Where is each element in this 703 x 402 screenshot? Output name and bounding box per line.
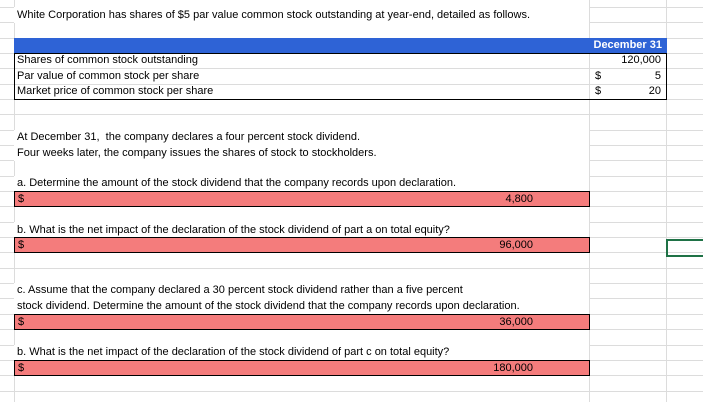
narrative-line-2: Four weeks later, the company issues the… bbox=[17, 147, 377, 159]
question-c-prompt-line-1: c. Assume that the company declared a 30… bbox=[17, 284, 463, 296]
fact-value: 20 bbox=[648, 85, 661, 97]
gridline-h bbox=[0, 68, 703, 69]
cell-fill bbox=[14, 176, 589, 191]
fact-value: 120,000 bbox=[621, 54, 661, 66]
answer-value: 4,800 bbox=[505, 193, 533, 205]
currency-symbol: $ bbox=[18, 316, 25, 328]
facts-table-border bbox=[14, 53, 667, 100]
answer-value: 36,000 bbox=[499, 316, 533, 328]
cell-fill bbox=[14, 345, 589, 360]
currency-symbol: $ bbox=[18, 193, 25, 205]
gridline-h bbox=[0, 84, 703, 85]
fact-value-cell: 120,000 bbox=[589, 53, 666, 68]
gridline-v bbox=[666, 0, 667, 402]
fact-label-market-price: Market price of common stock per share bbox=[17, 85, 214, 97]
cell-fill bbox=[14, 7, 589, 23]
gridline-h bbox=[0, 114, 703, 115]
answer-cell-b[interactable]: $ 96,000 bbox=[14, 237, 590, 253]
fact-label-shares-outstanding: Shares of common stock outstanding bbox=[17, 54, 198, 66]
gridline-h bbox=[0, 268, 703, 269]
currency-symbol: $ bbox=[18, 239, 25, 251]
cell-fill bbox=[14, 130, 589, 161]
answer-cell-c[interactable]: $ 36,000 bbox=[14, 314, 590, 330]
narrative-line-1: At December 31, the company declares a f… bbox=[17, 131, 361, 143]
answer-value: 96,000 bbox=[499, 239, 533, 251]
fact-label-par-value: Par value of common stock per share bbox=[17, 70, 200, 82]
table-header-december-31: December 31 bbox=[14, 38, 667, 53]
fact-value: 5 bbox=[654, 70, 661, 82]
answer-cell-b2[interactable]: $ 180,000 bbox=[14, 360, 590, 376]
fact-value-cell: $ 20 bbox=[589, 84, 666, 99]
cell-fill bbox=[14, 283, 589, 315]
cell-fill bbox=[14, 222, 589, 238]
question-a-prompt: a. Determine the amount of the stock div… bbox=[17, 177, 457, 189]
question-c-prompt-line-2: stock dividend. Determine the amount of … bbox=[17, 300, 520, 312]
question-b-prompt: b. What is the net impact of the declara… bbox=[17, 224, 450, 236]
currency-symbol: $ bbox=[595, 85, 602, 97]
answer-cell-a[interactable]: $ 4,800 bbox=[14, 191, 590, 207]
intro-text: White Corporation has shares of $5 par v… bbox=[17, 9, 530, 21]
selected-cell[interactable] bbox=[666, 239, 703, 257]
gridline-h bbox=[0, 391, 703, 392]
currency-symbol: $ bbox=[595, 70, 602, 82]
answer-value: 180,000 bbox=[493, 362, 533, 374]
currency-symbol: $ bbox=[18, 362, 25, 374]
fact-value-cell: $ 5 bbox=[589, 68, 666, 84]
question-b2-prompt: b. What is the net impact of the declara… bbox=[17, 346, 450, 358]
